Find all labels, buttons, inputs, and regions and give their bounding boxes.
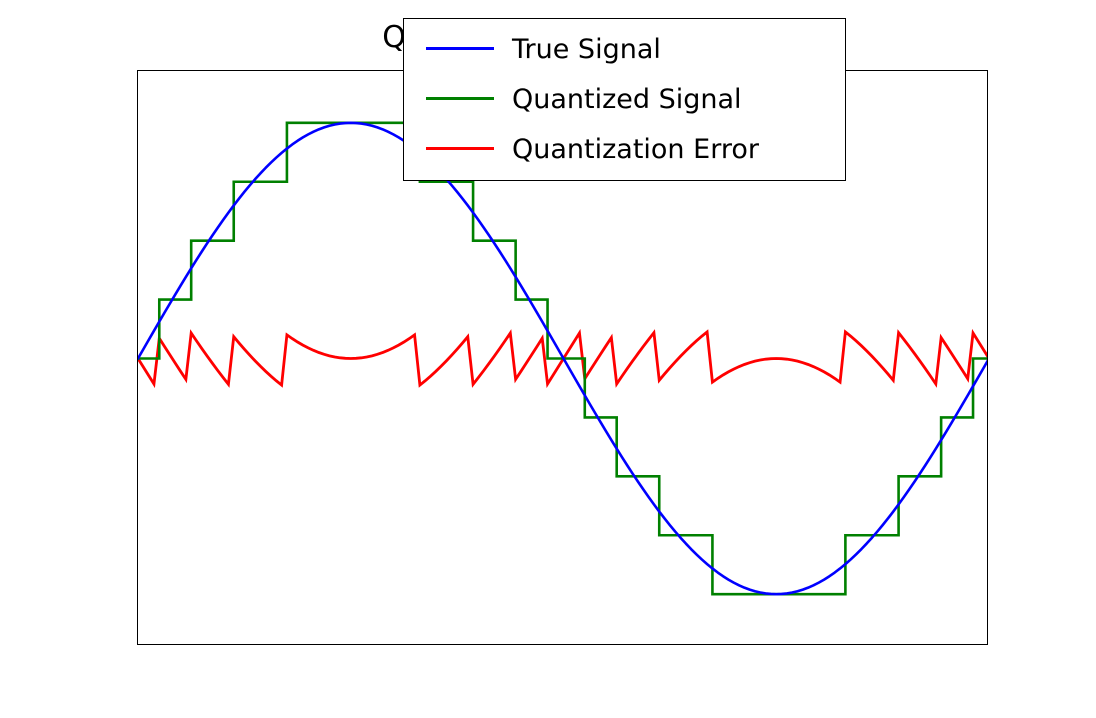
legend-label-quantization-error: Quantization Error [512, 133, 759, 165]
legend-entry-true-signal: True Signal [404, 25, 847, 73]
plot-svg [138, 121, 987, 596]
legend-swatch-true-signal [426, 47, 494, 50]
legend-label-true-signal: True Signal [512, 33, 661, 65]
series-group [138, 121, 987, 596]
series-line-true-signal [138, 121, 987, 596]
legend: True Signal Quantized Signal Quantizatio… [403, 18, 846, 181]
legend-swatch-quantized-signal [426, 97, 494, 100]
legend-swatch-quantization-error [426, 147, 494, 150]
legend-entry-quantization-error: Quantization Error [404, 125, 847, 173]
legend-label-quantized-signal: Quantized Signal [512, 83, 742, 115]
legend-entry-quantized-signal: Quantized Signal [404, 75, 847, 123]
